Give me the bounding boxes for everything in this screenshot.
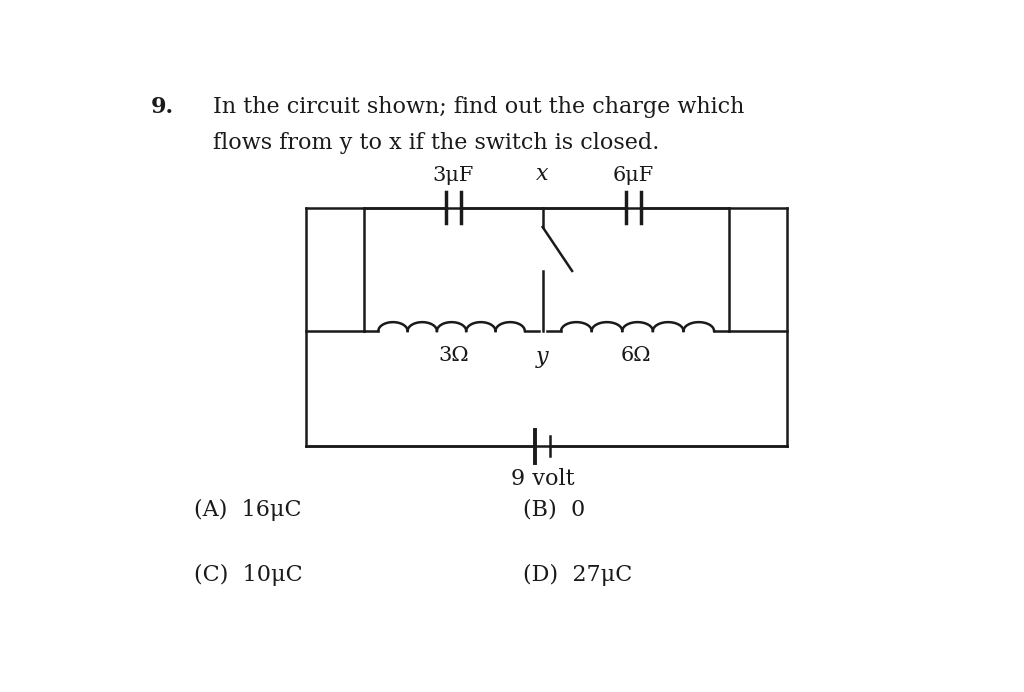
Text: 6μF: 6μF — [612, 165, 654, 185]
Text: 9.: 9. — [152, 96, 174, 118]
Text: (C)  10μC: (C) 10μC — [194, 563, 302, 585]
Text: (B)  0: (B) 0 — [523, 499, 586, 521]
Text: In the circuit shown; find out the charge which: In the circuit shown; find out the charg… — [213, 96, 744, 118]
Text: flows from y to x if the switch is closed.: flows from y to x if the switch is close… — [213, 132, 659, 154]
Text: (D)  27μC: (D) 27μC — [523, 563, 633, 585]
Text: 6Ω: 6Ω — [621, 347, 651, 365]
Text: y: y — [537, 347, 549, 368]
Text: 3μF: 3μF — [433, 165, 474, 185]
Text: (A)  16μC: (A) 16μC — [194, 499, 301, 521]
Text: 3Ω: 3Ω — [438, 347, 469, 365]
Text: x: x — [537, 163, 549, 185]
Text: 9 volt: 9 volt — [511, 468, 574, 490]
